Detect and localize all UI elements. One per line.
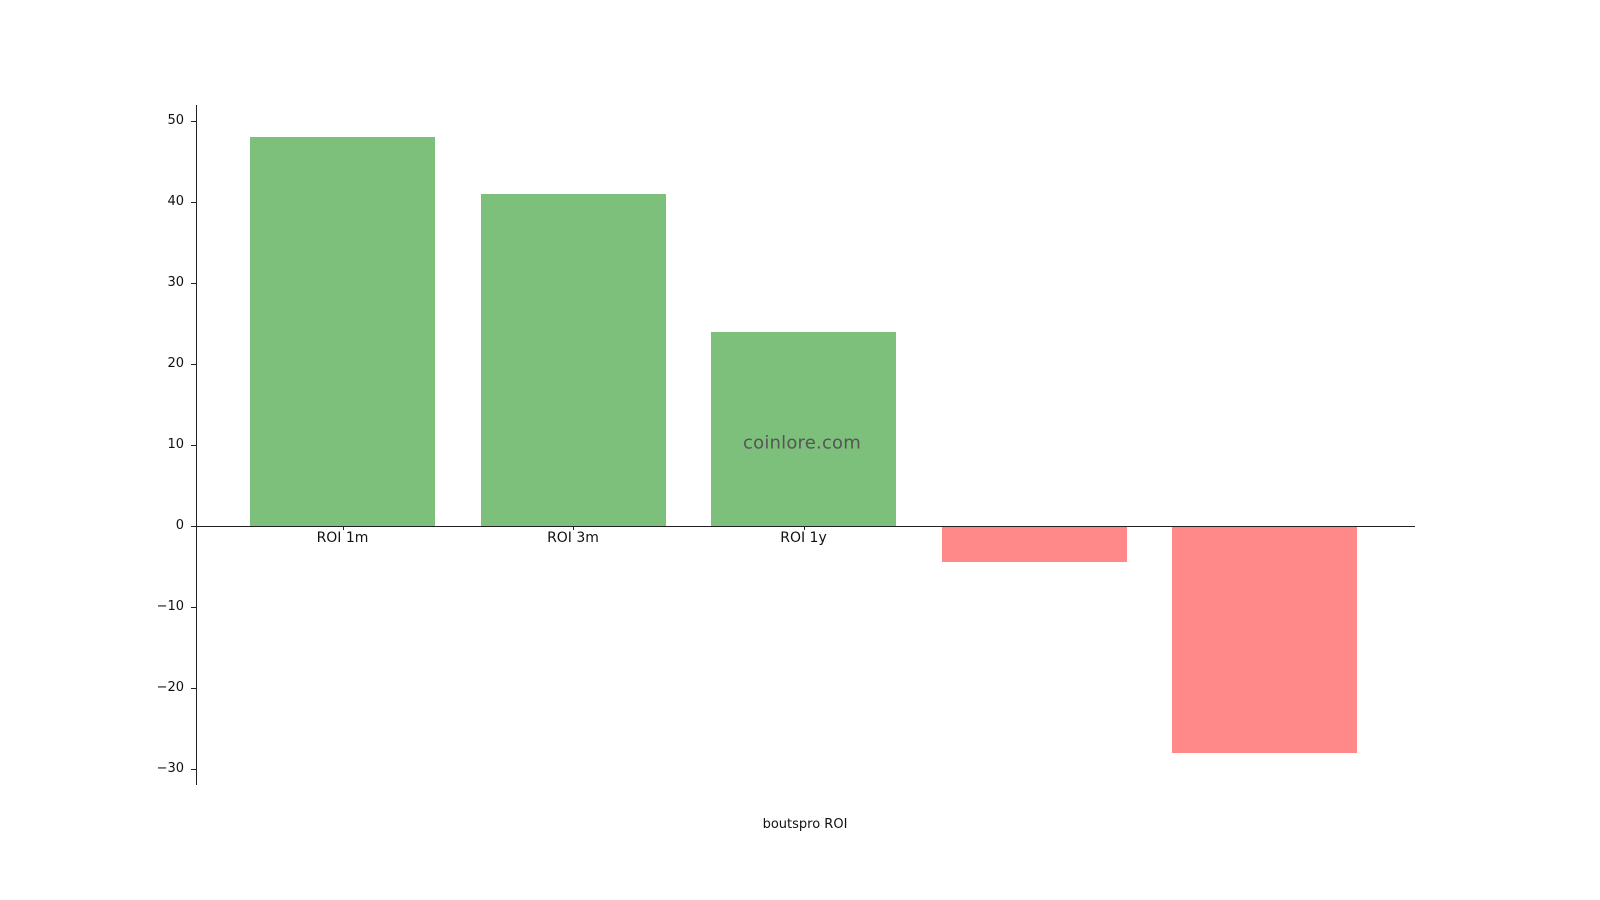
bar-roi-1m (250, 137, 435, 526)
y-tick (191, 445, 196, 446)
y-tick (191, 768, 196, 770)
x-tick-label: ROI 1m (316, 529, 369, 546)
y-tick-label: 0 (175, 517, 184, 533)
x-axis-title: boutspro ROI (762, 817, 848, 832)
watermark: coinlore.com (743, 432, 861, 454)
x-tick-label: ROI 1y (780, 529, 827, 546)
y-tick (191, 202, 196, 204)
x-axis-line (196, 525, 1415, 527)
y-tick (191, 283, 196, 285)
bar-5 (1172, 525, 1357, 753)
y-tick (191, 606, 196, 608)
x-tick (573, 525, 574, 530)
y-tick-label: 10 (167, 437, 184, 452)
y-tick-label: 50 (167, 113, 184, 129)
bar-4 (941, 525, 1127, 563)
y-tick-label: −20 (156, 679, 184, 695)
y-tick (191, 687, 196, 689)
x-tick-label: ROI 3m (547, 529, 599, 546)
y-tick-label: −10 (156, 598, 184, 614)
bar-roi-3m (480, 194, 666, 526)
y-tick (191, 121, 196, 123)
y-tick-label: 40 (167, 194, 184, 210)
bar-roi-1y (711, 331, 896, 526)
y-tick-label: 20 (167, 356, 184, 372)
y-tick-label: 30 (167, 275, 184, 291)
y-tick-label: −30 (156, 760, 184, 776)
y-tick (191, 364, 196, 366)
x-tick (342, 525, 344, 530)
x-tick (803, 525, 805, 530)
y-axis-line (196, 105, 197, 785)
y-tick (191, 525, 196, 527)
